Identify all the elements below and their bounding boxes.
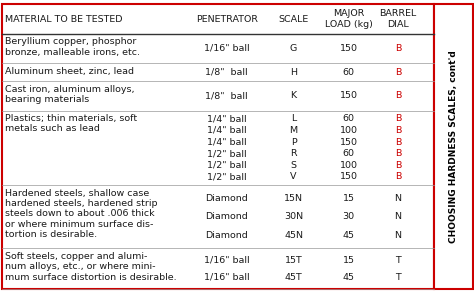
Text: 45N: 45N [284, 231, 303, 240]
Text: 15: 15 [343, 256, 355, 265]
Text: BARREL
DIAL: BARREL DIAL [380, 9, 417, 29]
Text: 1/8"  ball: 1/8" ball [205, 68, 248, 77]
Text: 100: 100 [339, 161, 357, 170]
Text: B: B [395, 126, 401, 135]
Text: K: K [291, 91, 297, 100]
Text: N: N [395, 231, 401, 240]
Text: Diamond: Diamond [205, 212, 248, 221]
Text: N: N [395, 212, 401, 221]
Text: 15: 15 [343, 194, 355, 203]
Text: 150: 150 [339, 173, 357, 182]
Text: Soft steels, copper and alumi-
num alloys, etc., or where mini-
mum surface dist: Soft steels, copper and alumi- num alloy… [5, 252, 176, 282]
Text: 1/16" ball: 1/16" ball [204, 273, 249, 282]
Text: 15N: 15N [284, 194, 303, 203]
Text: 60: 60 [343, 149, 355, 158]
Text: R: R [290, 149, 297, 158]
Text: PENETRATOR: PENETRATOR [196, 15, 258, 24]
Text: B: B [395, 114, 401, 123]
Text: 150: 150 [339, 138, 357, 147]
Text: H: H [290, 68, 297, 77]
Text: 60: 60 [343, 68, 355, 77]
Text: Aluminum sheet, zinc, lead: Aluminum sheet, zinc, lead [5, 67, 134, 76]
Text: 30N: 30N [284, 212, 303, 221]
Text: T: T [395, 256, 401, 265]
Text: 1/4" ball: 1/4" ball [207, 114, 246, 123]
Text: B: B [395, 68, 401, 77]
Text: S: S [291, 161, 297, 170]
Text: B: B [395, 44, 401, 53]
Text: CHOOSING HARDNESS SCALES, cont'd: CHOOSING HARDNESS SCALES, cont'd [449, 50, 458, 243]
Text: B: B [395, 161, 401, 170]
Text: B: B [395, 173, 401, 182]
Text: 45: 45 [343, 273, 355, 282]
Text: 45T: 45T [285, 273, 302, 282]
Text: 150: 150 [339, 91, 357, 100]
Text: 1/2" ball: 1/2" ball [207, 149, 246, 158]
Text: MAJOR
LOAD (kg): MAJOR LOAD (kg) [325, 9, 373, 29]
Text: P: P [291, 138, 296, 147]
Text: Hardened steels, shallow case
hardened steels, hardened strip
steels down to abo: Hardened steels, shallow case hardened s… [5, 189, 157, 239]
Text: Cast iron, aluminum alloys,
bearing materials: Cast iron, aluminum alloys, bearing mate… [5, 85, 134, 104]
Text: MATERIAL TO BE TESTED: MATERIAL TO BE TESTED [5, 15, 122, 24]
Text: N: N [395, 194, 401, 203]
Text: L: L [291, 114, 296, 123]
Text: B: B [395, 149, 401, 158]
Text: 1/8"  ball: 1/8" ball [205, 91, 248, 100]
Text: 1/4" ball: 1/4" ball [207, 138, 246, 147]
Text: 1/16" ball: 1/16" ball [204, 44, 249, 53]
Text: M: M [290, 126, 298, 135]
Text: B: B [395, 138, 401, 147]
Text: 1/4" ball: 1/4" ball [207, 126, 246, 135]
Text: 100: 100 [339, 126, 357, 135]
Text: 60: 60 [343, 114, 355, 123]
Text: B: B [395, 91, 401, 100]
Text: Beryllium copper, phosphor
bronze, malleable irons, etc.: Beryllium copper, phosphor bronze, malle… [5, 37, 140, 57]
Text: 1/16" ball: 1/16" ball [204, 256, 249, 265]
Text: T: T [395, 273, 401, 282]
Text: Diamond: Diamond [205, 194, 248, 203]
Text: 30: 30 [342, 212, 355, 221]
Text: 15T: 15T [285, 256, 302, 265]
Text: G: G [290, 44, 297, 53]
Text: 150: 150 [339, 44, 357, 53]
Text: 45: 45 [343, 231, 355, 240]
Text: V: V [290, 173, 297, 182]
Text: 1/2" ball: 1/2" ball [207, 173, 246, 182]
Text: Diamond: Diamond [205, 231, 248, 240]
Text: Plastics; thin materials, soft
metals such as lead: Plastics; thin materials, soft metals su… [5, 114, 137, 133]
Bar [434, 4, 473, 289]
Text: 1/2" ball: 1/2" ball [207, 161, 246, 170]
Text: SCALE: SCALE [278, 15, 309, 24]
